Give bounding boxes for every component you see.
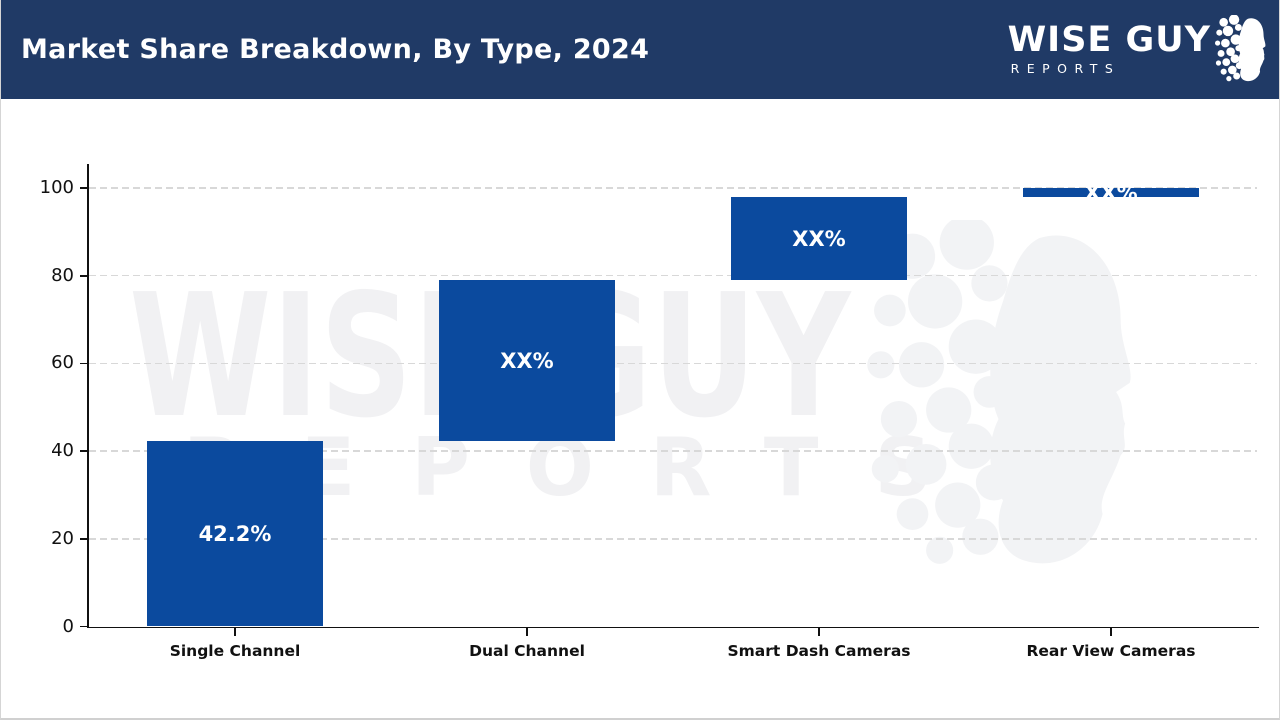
bar-smart-dash-cameras: XX% <box>731 197 907 281</box>
x-tick <box>234 628 236 637</box>
watermark-head-icon <box>867 220 1131 564</box>
y-tick <box>80 187 89 189</box>
wiseguy-logo: WISE GUY REPORTS <box>1007 14 1279 85</box>
bar-single-channel: 42.2% <box>147 441 323 627</box>
x-tick <box>526 628 528 637</box>
y-axis-line <box>87 164 89 629</box>
x-tick <box>818 628 820 637</box>
x-tick <box>1110 628 1112 637</box>
gridline-y20 <box>89 538 1257 540</box>
page-title: Market Share Breakdown, By Type, 2024 <box>21 34 650 65</box>
header: Market Share Breakdown, By Type, 2024 WI… <box>1 0 1279 99</box>
gridline-y100 <box>89 187 1257 189</box>
x-category-label: Single Channel <box>169 641 301 660</box>
bar-value-label: 42.2% <box>198 521 272 546</box>
bar-rear-view-cameras: XX% <box>1023 181 1199 205</box>
y-tick-label: 100 <box>39 177 74 198</box>
y-tick-label: 0 <box>62 615 74 637</box>
x-axis-line <box>87 626 1260 629</box>
y-tick-label: 20 <box>51 527 74 549</box>
bar-value-label: XX% <box>1084 180 1138 205</box>
gridline-y60 <box>89 362 1257 365</box>
x-category-label: Smart Dash Cameras <box>727 641 911 660</box>
logo-subtitle: REPORTS <box>1010 61 1121 76</box>
logo-wordmark: WISE GUY <box>1007 20 1211 60</box>
y-tick-label: 80 <box>51 264 74 286</box>
x-category-label: Rear View Cameras <box>1026 641 1196 660</box>
gridline-y40 <box>89 450 1257 452</box>
bar-dual-channel: XX% <box>439 280 615 442</box>
bar-value-label: XX% <box>792 226 846 251</box>
wiseguy-head-icon <box>1215 14 1266 81</box>
y-tick <box>80 450 89 452</box>
gridline-y80 <box>89 274 1257 277</box>
y-tick-label: 40 <box>51 440 74 462</box>
y-tick-label: 60 <box>51 352 74 374</box>
y-tick <box>80 362 89 365</box>
y-tick <box>80 625 89 628</box>
y-tick <box>80 274 89 277</box>
y-tick <box>80 537 89 540</box>
bar-value-label: XX% <box>500 348 554 373</box>
x-category-label: Dual Channel <box>469 641 585 660</box>
wiseguy-logo-text: WISE GUY REPORTS <box>1007 20 1211 77</box>
